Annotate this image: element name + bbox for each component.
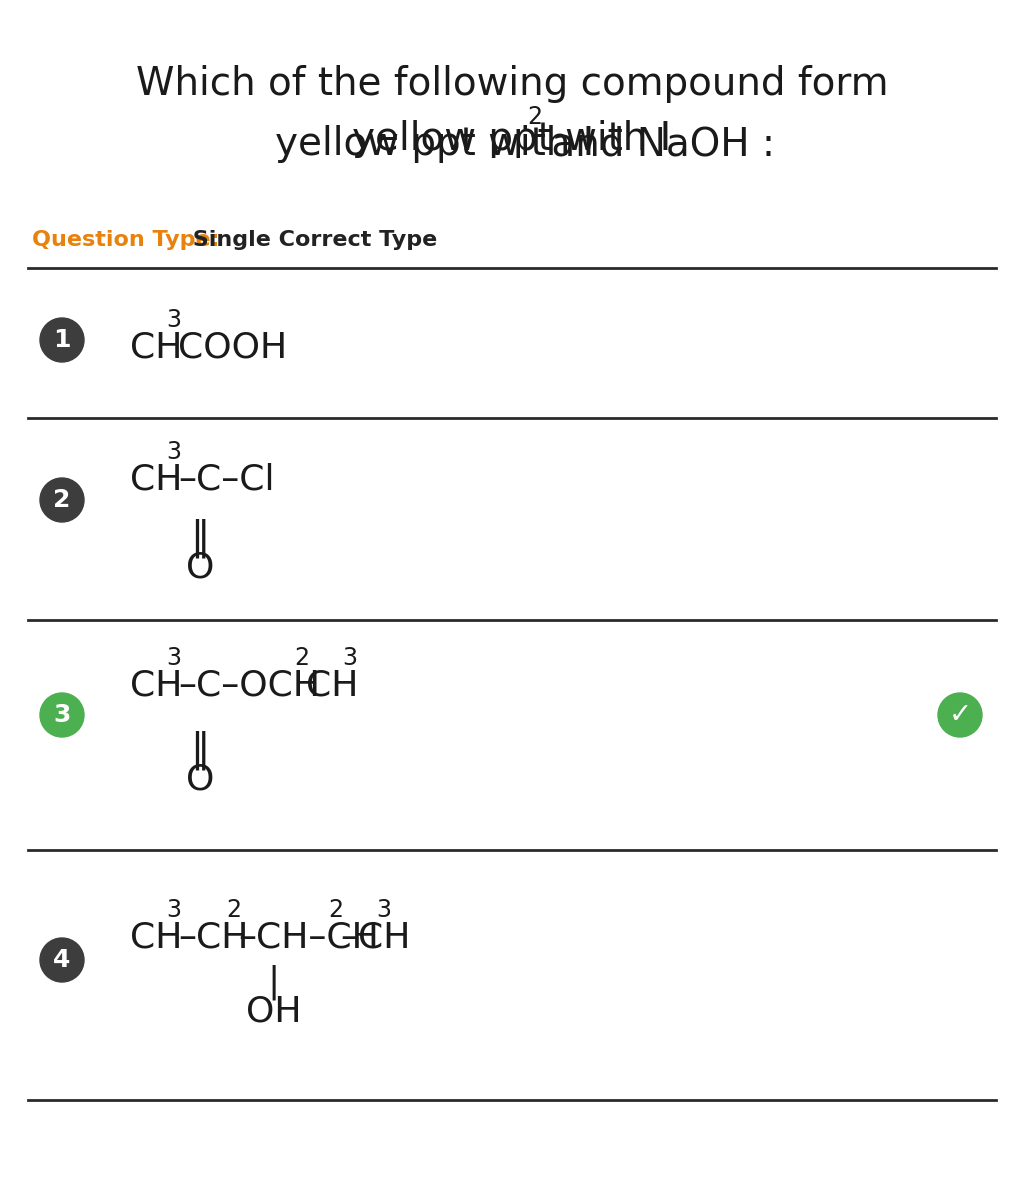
Text: –CH: –CH <box>340 921 411 954</box>
Text: ‖: ‖ <box>190 730 210 769</box>
Text: CH: CH <box>306 667 358 702</box>
Text: Question Type:: Question Type: <box>32 230 219 250</box>
Text: –CH–CH: –CH–CH <box>238 921 379 954</box>
Text: 2: 2 <box>226 898 241 922</box>
Text: O: O <box>185 550 214 584</box>
Circle shape <box>40 318 84 362</box>
Text: –C–OCH: –C–OCH <box>178 667 319 702</box>
Text: COOH: COOH <box>178 330 287 364</box>
Text: –C–Cl: –C–Cl <box>178 462 274 496</box>
Text: 3: 3 <box>166 308 181 332</box>
Text: CH: CH <box>130 462 182 496</box>
Text: Which of the following compound form: Which of the following compound form <box>136 64 888 103</box>
Text: O: O <box>185 762 214 796</box>
Text: 3: 3 <box>166 441 181 464</box>
Text: 1: 1 <box>53 328 71 352</box>
Text: OH: OH <box>246 995 302 1029</box>
Circle shape <box>40 693 84 737</box>
Text: yellow ppt with I: yellow ppt with I <box>352 121 672 158</box>
Circle shape <box>40 938 84 981</box>
Text: CH: CH <box>130 330 182 364</box>
Text: 3: 3 <box>342 646 357 670</box>
Text: |: | <box>268 965 281 1001</box>
Text: 3: 3 <box>53 703 71 727</box>
Text: Single Correct Type: Single Correct Type <box>185 230 437 250</box>
Text: yellow ppt with I: yellow ppt with I <box>275 125 594 164</box>
Text: –CH: –CH <box>178 921 249 954</box>
Text: 2: 2 <box>527 105 542 129</box>
Text: 2: 2 <box>294 646 309 670</box>
Circle shape <box>938 693 982 737</box>
Text: 3: 3 <box>376 898 391 922</box>
Text: 3: 3 <box>166 898 181 922</box>
Text: ✓: ✓ <box>948 701 972 730</box>
Text: and NaOH :: and NaOH : <box>539 125 775 164</box>
Circle shape <box>40 478 84 522</box>
Text: 3: 3 <box>166 646 181 670</box>
Text: 2: 2 <box>53 488 71 512</box>
Text: CH: CH <box>130 921 182 954</box>
Text: ‖: ‖ <box>190 518 210 558</box>
Text: 4: 4 <box>53 948 71 972</box>
Text: CH: CH <box>130 667 182 702</box>
Text: 2: 2 <box>328 898 343 922</box>
